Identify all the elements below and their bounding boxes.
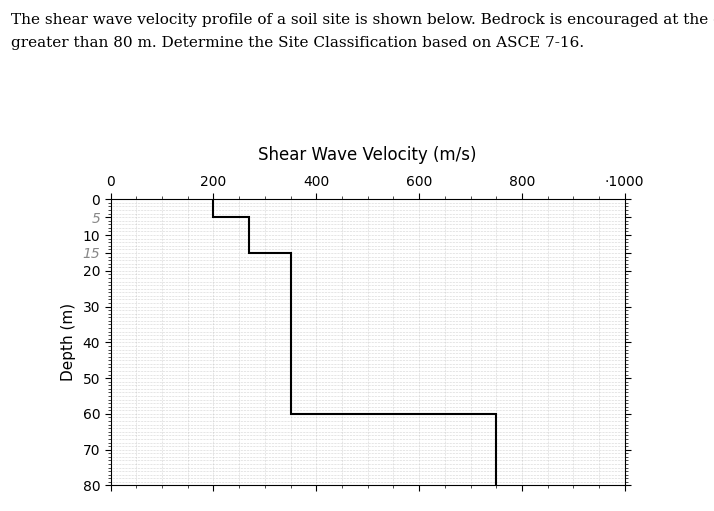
Title: Shear Wave Velocity (m/s): Shear Wave Velocity (m/s) xyxy=(258,146,477,165)
Text: The shear wave velocity profile of a soil site is shown below. Bedrock is encour: The shear wave velocity profile of a soi… xyxy=(11,13,714,27)
Text: greater than 80 m. Determine the Site Classification based on ASCE 7-16.: greater than 80 m. Determine the Site Cl… xyxy=(11,36,584,50)
Y-axis label: Depth (m): Depth (m) xyxy=(61,304,76,381)
